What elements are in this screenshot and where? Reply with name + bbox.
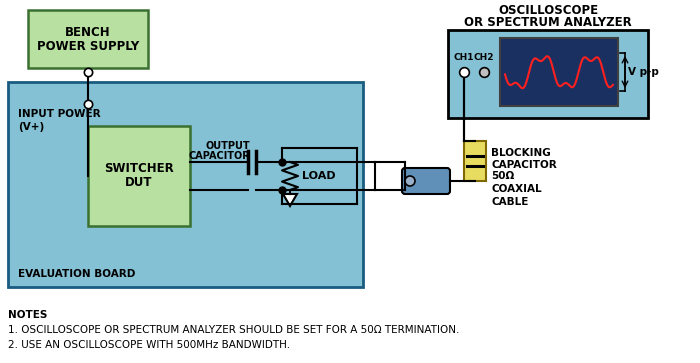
Text: POWER SUPPLY: POWER SUPPLY (37, 40, 139, 53)
Polygon shape (283, 194, 297, 206)
Text: OSCILLOSCOPE: OSCILLOSCOPE (498, 4, 598, 16)
Text: CH2: CH2 (474, 53, 494, 62)
Circle shape (405, 176, 415, 186)
Text: DUT: DUT (125, 176, 153, 189)
Text: LOAD: LOAD (302, 171, 335, 181)
Text: OR SPECTRUM ANALYZER: OR SPECTRUM ANALYZER (464, 16, 632, 29)
FancyBboxPatch shape (500, 38, 618, 106)
Text: EVALUATION BOARD: EVALUATION BOARD (18, 269, 135, 279)
FancyBboxPatch shape (402, 168, 450, 194)
Text: BENCH: BENCH (65, 25, 111, 38)
Text: CH1: CH1 (454, 53, 475, 62)
Text: 2. USE AN OSCILLOSCOPE WITH 500MHz BANDWIDTH.: 2. USE AN OSCILLOSCOPE WITH 500MHz BANDW… (8, 340, 290, 350)
FancyBboxPatch shape (8, 82, 363, 287)
Text: OUTPUT: OUTPUT (205, 141, 250, 151)
Text: 50Ω: 50Ω (491, 171, 514, 181)
Text: CAPACITOR: CAPACITOR (491, 160, 556, 170)
Text: V p-p: V p-p (628, 67, 659, 77)
Text: CAPACITOR: CAPACITOR (188, 151, 250, 161)
FancyBboxPatch shape (88, 126, 190, 226)
FancyBboxPatch shape (464, 141, 486, 181)
Text: CABLE: CABLE (491, 197, 528, 207)
Text: INPUT POWER: INPUT POWER (18, 109, 101, 119)
Text: COAXIAL: COAXIAL (491, 184, 542, 194)
FancyBboxPatch shape (448, 30, 648, 118)
FancyBboxPatch shape (28, 10, 148, 68)
Text: (V+): (V+) (18, 122, 44, 132)
Text: 1. OSCILLOSCOPE OR SPECTRUM ANALYZER SHOULD BE SET FOR A 50Ω TERMINATION.: 1. OSCILLOSCOPE OR SPECTRUM ANALYZER SHO… (8, 325, 459, 335)
Text: NOTES: NOTES (8, 310, 48, 320)
Text: SWITCHER: SWITCHER (104, 163, 174, 175)
Text: BLOCKING: BLOCKING (491, 148, 551, 158)
